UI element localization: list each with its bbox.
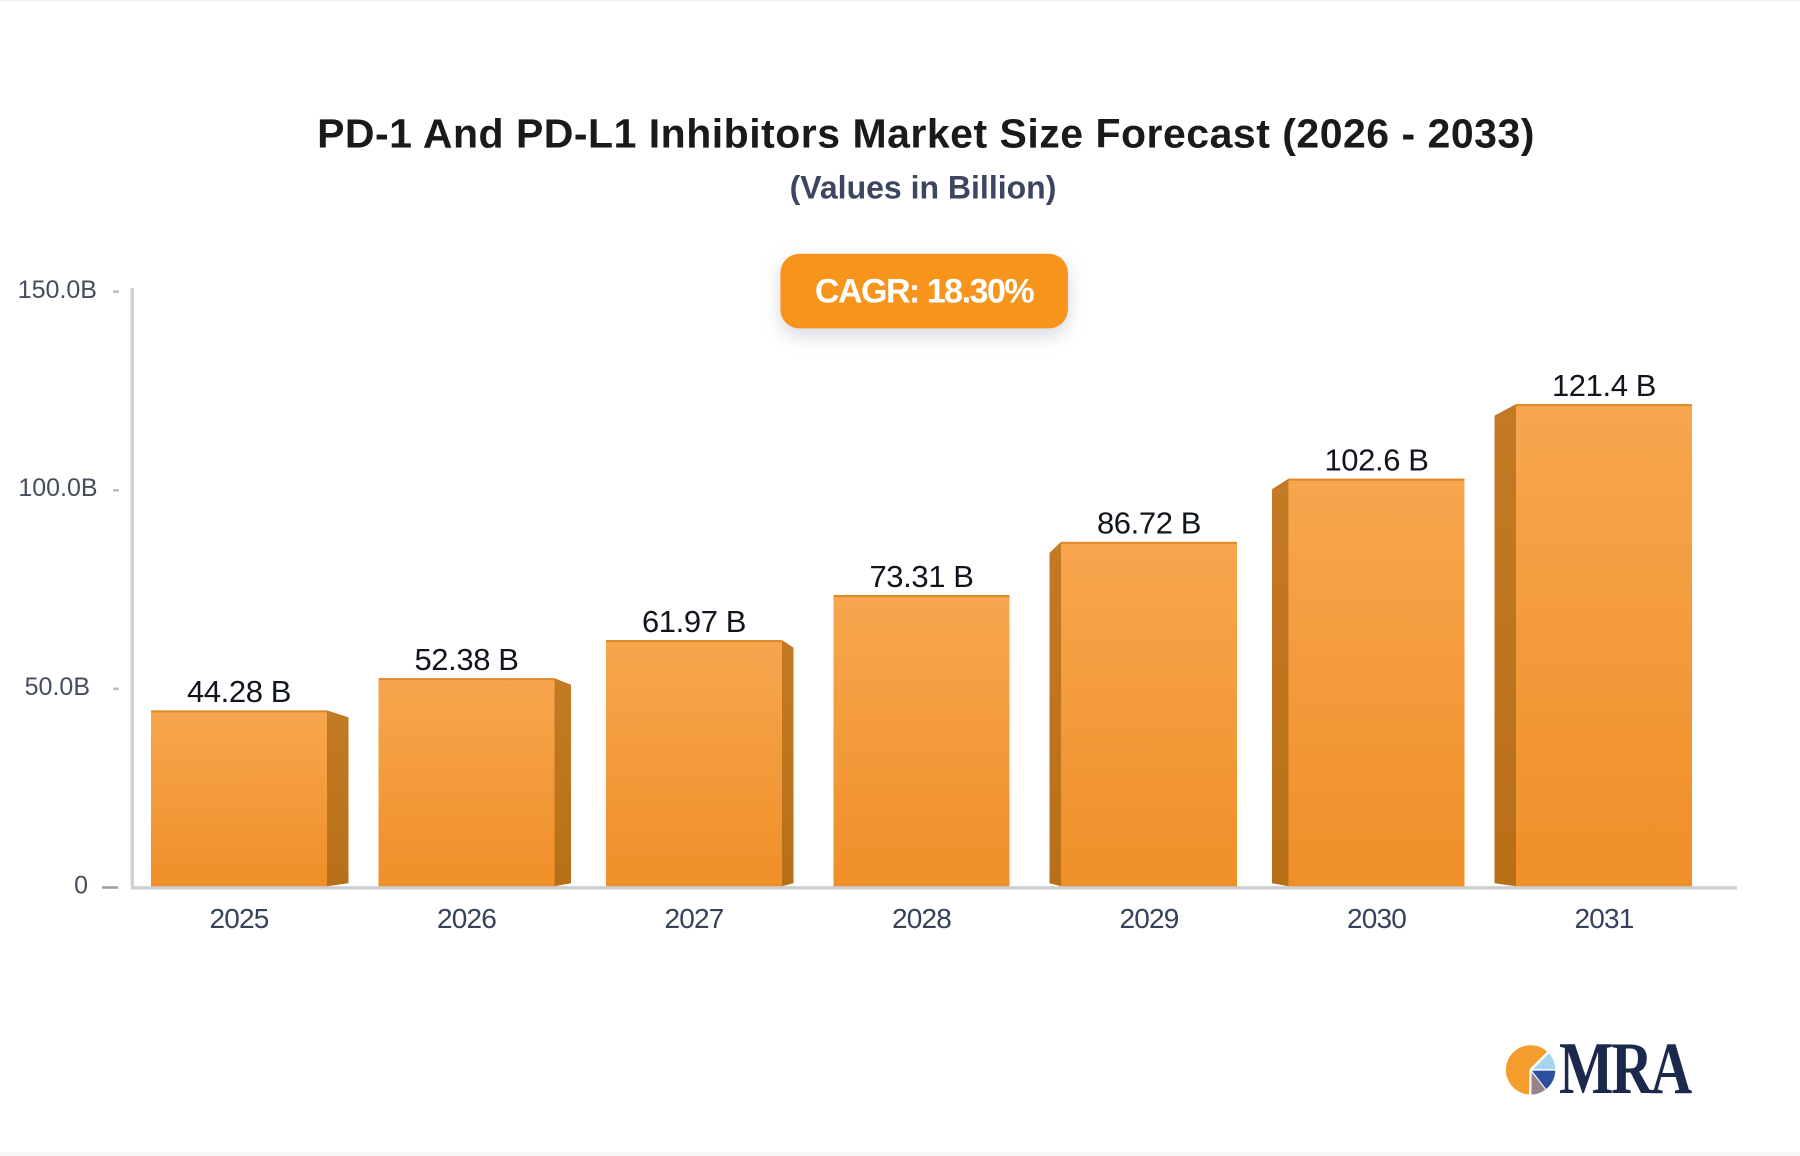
svg-text:2025: 2025	[209, 903, 268, 934]
svg-text:121.4 B: 121.4 B	[1552, 368, 1656, 403]
svg-text:2030: 2030	[1347, 903, 1406, 934]
svg-text:2026: 2026	[437, 903, 496, 934]
svg-text:150.0B: 150.0B	[18, 276, 97, 304]
svg-text:CAGR: 18.30%: CAGR: 18.30%	[815, 272, 1034, 310]
svg-text:102.6 B: 102.6 B	[1324, 443, 1428, 478]
svg-text:61.97 B: 61.97 B	[642, 604, 746, 639]
svg-text:44.28 B: 44.28 B	[187, 674, 291, 709]
svg-text:PD-1 And PD-L1 Inhibitors Mark: PD-1 And PD-L1 Inhibitors Market Size Fo…	[317, 110, 1535, 156]
svg-text:2028: 2028	[892, 903, 951, 934]
svg-text:2029: 2029	[1119, 903, 1178, 934]
svg-text:2027: 2027	[664, 903, 723, 934]
svg-text:52.38 B: 52.38 B	[414, 642, 518, 677]
svg-text:2031: 2031	[1574, 903, 1633, 934]
svg-text:0: 0	[74, 872, 88, 900]
svg-text:MRA: MRA	[1559, 1028, 1692, 1109]
svg-text:50.0B: 50.0B	[25, 673, 90, 701]
svg-text:86.72 B: 86.72 B	[1097, 506, 1201, 541]
svg-text:(Values in Billion): (Values in Billion)	[790, 170, 1057, 206]
svg-text:73.31 B: 73.31 B	[869, 559, 973, 594]
svg-text:100.0B: 100.0B	[18, 474, 97, 502]
